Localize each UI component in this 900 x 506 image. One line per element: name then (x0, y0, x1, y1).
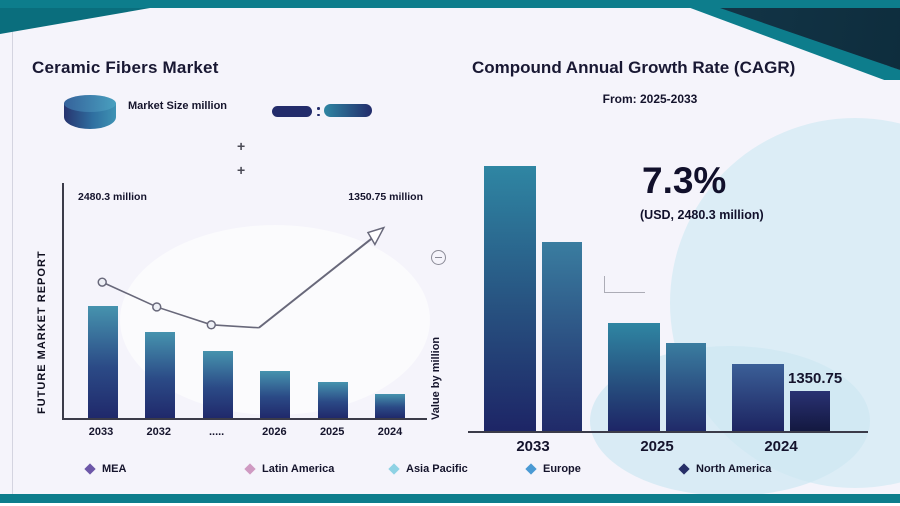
right-bar-secondary (542, 241, 582, 431)
right-chart-baseline (468, 431, 868, 433)
bottom-edge-strip (0, 503, 900, 506)
left-x-label: ..... (208, 426, 225, 438)
right-bar-primary (608, 323, 660, 431)
legend-label: MEA (102, 463, 127, 475)
future-market-report-label: FUTURE MARKET REPORT (36, 250, 48, 414)
cagr-usd-note: (USD, 2480.3 million) (640, 208, 764, 222)
left-bars-container (64, 183, 427, 418)
value-axis-label: Value by million (430, 336, 442, 420)
plus-decoration-icon: + (237, 162, 246, 178)
left-x-label: 2025 (319, 426, 345, 438)
legend-diamond-icon (678, 463, 690, 475)
cylinder-top (64, 95, 116, 112)
legend-item-asia-pacific: Asia Pacific (388, 463, 468, 475)
legend-item-mea: MEA (84, 463, 127, 475)
left-edge-divider (12, 8, 13, 494)
right-chart-title: Compound Annual Growth Rate (CAGR) (472, 58, 796, 77)
left-x-label: 2032 (146, 426, 172, 438)
left-bar-2026 (260, 370, 291, 418)
top-accent-bar (0, 0, 900, 8)
legend-diamond-icon (244, 463, 256, 475)
minus-circle-icon (431, 250, 446, 265)
legend-label: Asia Pacific (406, 463, 468, 475)
right-bar-secondary (790, 391, 830, 431)
legend-label: Europe (543, 463, 581, 475)
right-bar-primary (732, 364, 784, 431)
legend-pill-navy (272, 106, 312, 117)
legend-item-latin-america: Latin America (244, 463, 335, 475)
legend-item-north-america: North America (678, 463, 772, 475)
legend-label: Latin America (262, 463, 335, 475)
right-bar-groups (484, 166, 830, 431)
region-legend: MEA Latin America Asia Pacific Europe North … (0, 463, 900, 483)
right-x-label: 2025 (640, 438, 674, 455)
left-annotation-1350: 1350.75 million (348, 191, 423, 203)
bottom-accent-bar (0, 494, 900, 503)
right-x-label: 2024 (764, 438, 798, 455)
cylinder-icon (64, 95, 116, 131)
cagr-value: 7.3% (642, 160, 727, 201)
left-chart-title: Ceramic Fibers Market (32, 58, 219, 77)
cagr-period-subtitle: From: 2025-2033 (602, 92, 698, 106)
legend-label: North America (696, 463, 772, 475)
legend-item-europe: Europe (525, 463, 581, 475)
left-bar-2032 (145, 331, 176, 418)
plus-decoration-icon: + (237, 138, 246, 154)
right-bar-group-2033 (484, 166, 582, 431)
bracket-outline-decoration (604, 276, 645, 293)
right-bar-group-2025 (608, 323, 706, 431)
corner-shape-top-left (0, 8, 150, 34)
left-x-label: 2033 (88, 426, 114, 438)
left-bar-2025 (317, 382, 348, 418)
right-bar-secondary (666, 343, 706, 431)
legend-diamond-icon (84, 463, 96, 475)
right-x-axis-labels: 2033 2025 2024 (484, 438, 830, 455)
legend-diamond-icon (388, 463, 400, 475)
left-annotation-2480: 2480.3 million (78, 191, 147, 203)
left-x-label: 2024 (377, 426, 403, 438)
left-x-label: 2026 (262, 426, 287, 438)
legend-pill-separator (317, 106, 320, 117)
right-bar-group-2024 (732, 364, 830, 431)
right-x-label: 2033 (516, 438, 550, 455)
left-bar-chart-plot: 2480.3 million 1350.75 million (62, 183, 427, 420)
left-x-axis-labels: 2033 2032..... 2026 2025 2024 (62, 426, 427, 438)
left-bar-2024 (374, 394, 405, 418)
legend-diamond-icon (525, 463, 537, 475)
right-bar-primary (484, 166, 536, 431)
left-bar-2033 (88, 306, 118, 418)
legend-pill-gradient (324, 104, 372, 117)
market-size-legend-label: Market Size million (128, 100, 228, 112)
left-bar-..... (202, 351, 233, 418)
right-bar-annotation-1350: 1350.75 (788, 370, 843, 387)
